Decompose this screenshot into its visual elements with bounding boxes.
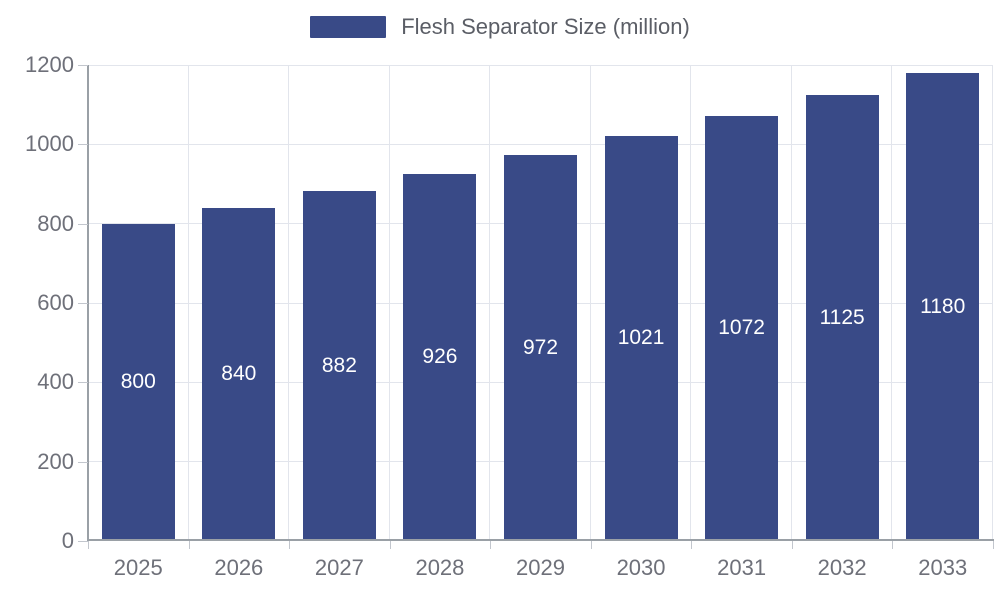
y-axis-tick — [78, 303, 88, 304]
x-axis-label-2031: 2031 — [717, 555, 767, 580]
x-axis-tick — [88, 541, 89, 549]
x-axis-tick — [389, 541, 391, 549]
y-axis-tick — [78, 461, 88, 463]
y-axis-tick — [78, 65, 88, 66]
x-axis-label-2032: 2032 — [817, 555, 867, 580]
y-axis-tick-label: 1000 — [25, 131, 74, 157]
x-axis-tick — [289, 541, 291, 549]
x-axis-tick — [490, 541, 492, 549]
x-axis-label-2029: 2029 — [516, 555, 565, 580]
y-axis-tick — [78, 144, 88, 146]
x-axis-line — [87, 539, 994, 541]
x-axis-tick — [892, 541, 894, 549]
y-axis-tick-label: 800 — [37, 210, 74, 236]
bar-2033[interactable]: 1180 — [906, 72, 980, 541]
gridline-vertical — [891, 65, 893, 541]
bar-2029[interactable]: 972 — [504, 155, 577, 541]
y-axis-tick-label: 400 — [37, 369, 74, 395]
x-axis-tick — [590, 541, 592, 549]
gridline-vertical — [288, 65, 290, 541]
y-axis-tick — [78, 223, 88, 225]
gridline-vertical — [589, 65, 591, 541]
legend-item[interactable]: Flesh Separator Size (million) — [310, 14, 690, 40]
plot-area: 800 840 882 926 972 1021 1072 1125 1180 — [87, 64, 994, 541]
x-axis-label-2027: 2027 — [314, 555, 364, 580]
bar-2032[interactable]: 1125 — [805, 94, 879, 541]
legend-label: Flesh Separator Size (million) — [401, 14, 690, 39]
gridline-horizontal — [88, 64, 993, 66]
x-axis-label-2028: 2028 — [415, 555, 465, 580]
x-axis-label-2025: 2025 — [113, 555, 163, 580]
gridline-vertical — [187, 65, 189, 541]
bar-2030[interactable]: 1021 — [604, 136, 678, 541]
gridline-vertical — [388, 65, 390, 541]
legend: Flesh Separator Size (million) — [0, 14, 1000, 40]
bar-value-label: 840 — [221, 362, 257, 386]
bar-value-label: 972 — [522, 336, 559, 360]
y-axis-tick-label: 600 — [37, 290, 74, 315]
x-axis-tick — [791, 541, 793, 549]
bar-value-label: 882 — [321, 354, 357, 378]
gridline-vertical — [489, 65, 491, 541]
bar-2027[interactable]: 882 — [302, 191, 376, 541]
legend-swatch-icon — [310, 16, 387, 38]
x-axis-label-2033: 2033 — [918, 555, 968, 580]
gridline-vertical — [992, 65, 993, 541]
gridline-vertical — [790, 65, 792, 541]
y-axis-tick-label: 200 — [37, 448, 74, 474]
bar-2026[interactable]: 840 — [202, 207, 276, 541]
y-axis-tick — [78, 541, 88, 542]
y-axis-tick-label: 1200 — [25, 52, 74, 77]
y-axis-tick-label: 0 — [61, 528, 74, 553]
y-axis-tick — [78, 382, 88, 384]
gridline-vertical — [690, 65, 692, 541]
x-axis-tick — [993, 541, 994, 549]
bar-value-label: 1072 — [718, 316, 765, 340]
gridline-horizontal — [88, 143, 993, 145]
x-axis-tick — [691, 541, 693, 549]
bar-2031[interactable]: 1072 — [705, 115, 779, 541]
bar-value-label: 800 — [120, 370, 156, 394]
y-axis-line — [87, 65, 89, 541]
bar-2028[interactable]: 926 — [403, 173, 477, 541]
x-axis-label-2030: 2030 — [616, 555, 666, 580]
bar-2025[interactable]: 800 — [101, 223, 175, 541]
x-axis-tick — [188, 541, 190, 549]
bar-value-label: 1021 — [617, 326, 665, 350]
bar-value-label: 1125 — [819, 305, 865, 329]
x-axis-label-2026: 2026 — [214, 555, 264, 580]
bar-value-label: 1180 — [920, 294, 966, 318]
bar-value-label: 926 — [422, 345, 458, 369]
